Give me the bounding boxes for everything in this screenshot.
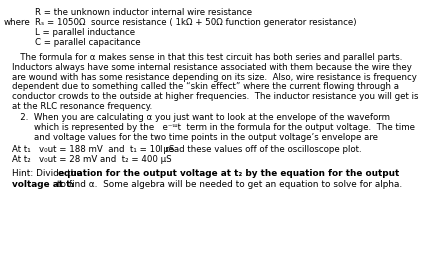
Text: R = the unknown inductor internal wire resistance: R = the unknown inductor internal wire r… [35, 8, 252, 17]
Text: are wound with has some resistance depending on its size.  Also, wire resistance: are wound with has some resistance depen… [12, 73, 417, 82]
Text: equation for the output voltage at t₂ by the equation for the output: equation for the output voltage at t₂ by… [58, 169, 399, 178]
Text: 2.  When you are calculating α you just want to look at the envelope of the wave: 2. When you are calculating α you just w… [12, 113, 390, 122]
Text: At t₁   v₀ut = 188 mV  and  t₁ = 10 μS: At t₁ v₀ut = 188 mV and t₁ = 10 μS [12, 145, 174, 154]
Text: dependent due to something called the “skin effect” where the current flowing th: dependent due to something called the “s… [12, 82, 399, 91]
Text: At t₂   v₀ut = 28 mV and  t₂ = 400 μS: At t₂ v₀ut = 28 mV and t₂ = 400 μS [12, 155, 172, 164]
Text: and voltage values for the two time points in the output voltage’s envelope are: and voltage values for the two time poin… [12, 133, 378, 141]
Text: at the RLC resonance frequency.: at the RLC resonance frequency. [12, 102, 153, 110]
Text: I read these values off of the oscilloscope plot.: I read these values off of the oscillosc… [160, 145, 361, 154]
Text: C = parallel capacitance: C = parallel capacitance [35, 38, 141, 47]
Text: conductor crowds to the outside at higher frequencies.  The inductor resistance : conductor crowds to the outside at highe… [12, 92, 419, 101]
Text: Hint: Divide the: Hint: Divide the [12, 169, 85, 178]
Text: L = parallel inductance: L = parallel inductance [35, 28, 135, 37]
Text: Rₛ = 1050Ω  source resistance ( 1kΩ + 50Ω function generator resistance): Rₛ = 1050Ω source resistance ( 1kΩ + 50Ω… [35, 18, 357, 27]
Text: where: where [3, 18, 30, 27]
Text: which is represented by the   e⁻ᵚt  term in the formula for the output voltage. : which is represented by the e⁻ᵚt term in… [12, 123, 415, 132]
Text: The formula for α makes sense in that this test circuit has both series and para: The formula for α makes sense in that th… [12, 53, 402, 62]
Text: to find α.  Some algebra will be needed to get an equation to solve for alpha.: to find α. Some algebra will be needed t… [54, 180, 402, 189]
Text: Inductors always have some internal resistance associated with them because the : Inductors always have some internal resi… [12, 63, 412, 72]
Text: voltage at t₁: voltage at t₁ [12, 180, 74, 189]
